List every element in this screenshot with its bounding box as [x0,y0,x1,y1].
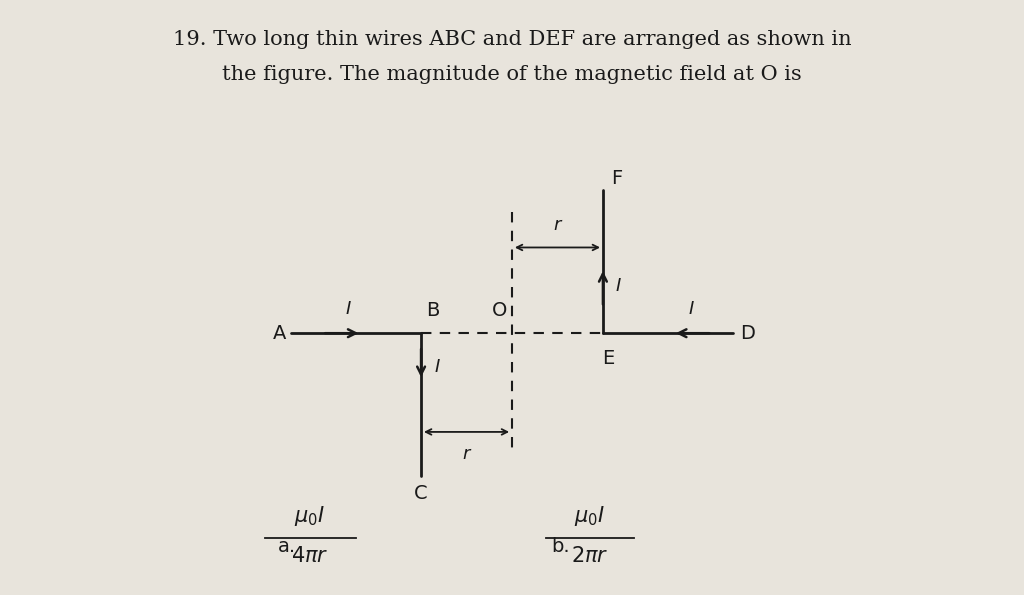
Text: $2\pi r$: $2\pi r$ [571,546,608,566]
Text: $4\pi r$: $4\pi r$ [291,546,328,566]
Text: F: F [610,169,622,187]
Text: I: I [346,300,351,318]
Text: I: I [434,358,439,376]
Text: b.: b. [551,537,569,556]
Text: D: D [740,324,756,343]
Text: $\mu_0 I$: $\mu_0 I$ [574,504,605,528]
Text: r: r [463,445,470,463]
Text: r: r [554,217,561,234]
Text: E: E [602,349,614,368]
Text: O: O [492,301,507,320]
Text: B: B [426,301,439,320]
Text: I: I [688,300,694,318]
Text: the figure. The magnitude of the magnetic field at O is: the figure. The magnitude of the magneti… [222,65,802,84]
Text: A: A [272,324,286,343]
Text: $\mu_0 I$: $\mu_0 I$ [294,504,325,528]
Text: a.: a. [279,537,296,556]
Text: C: C [415,484,428,503]
Text: I: I [615,277,622,296]
Text: 19. Two long thin wires ABC and DEF are arranged as shown in: 19. Two long thin wires ABC and DEF are … [173,30,851,49]
